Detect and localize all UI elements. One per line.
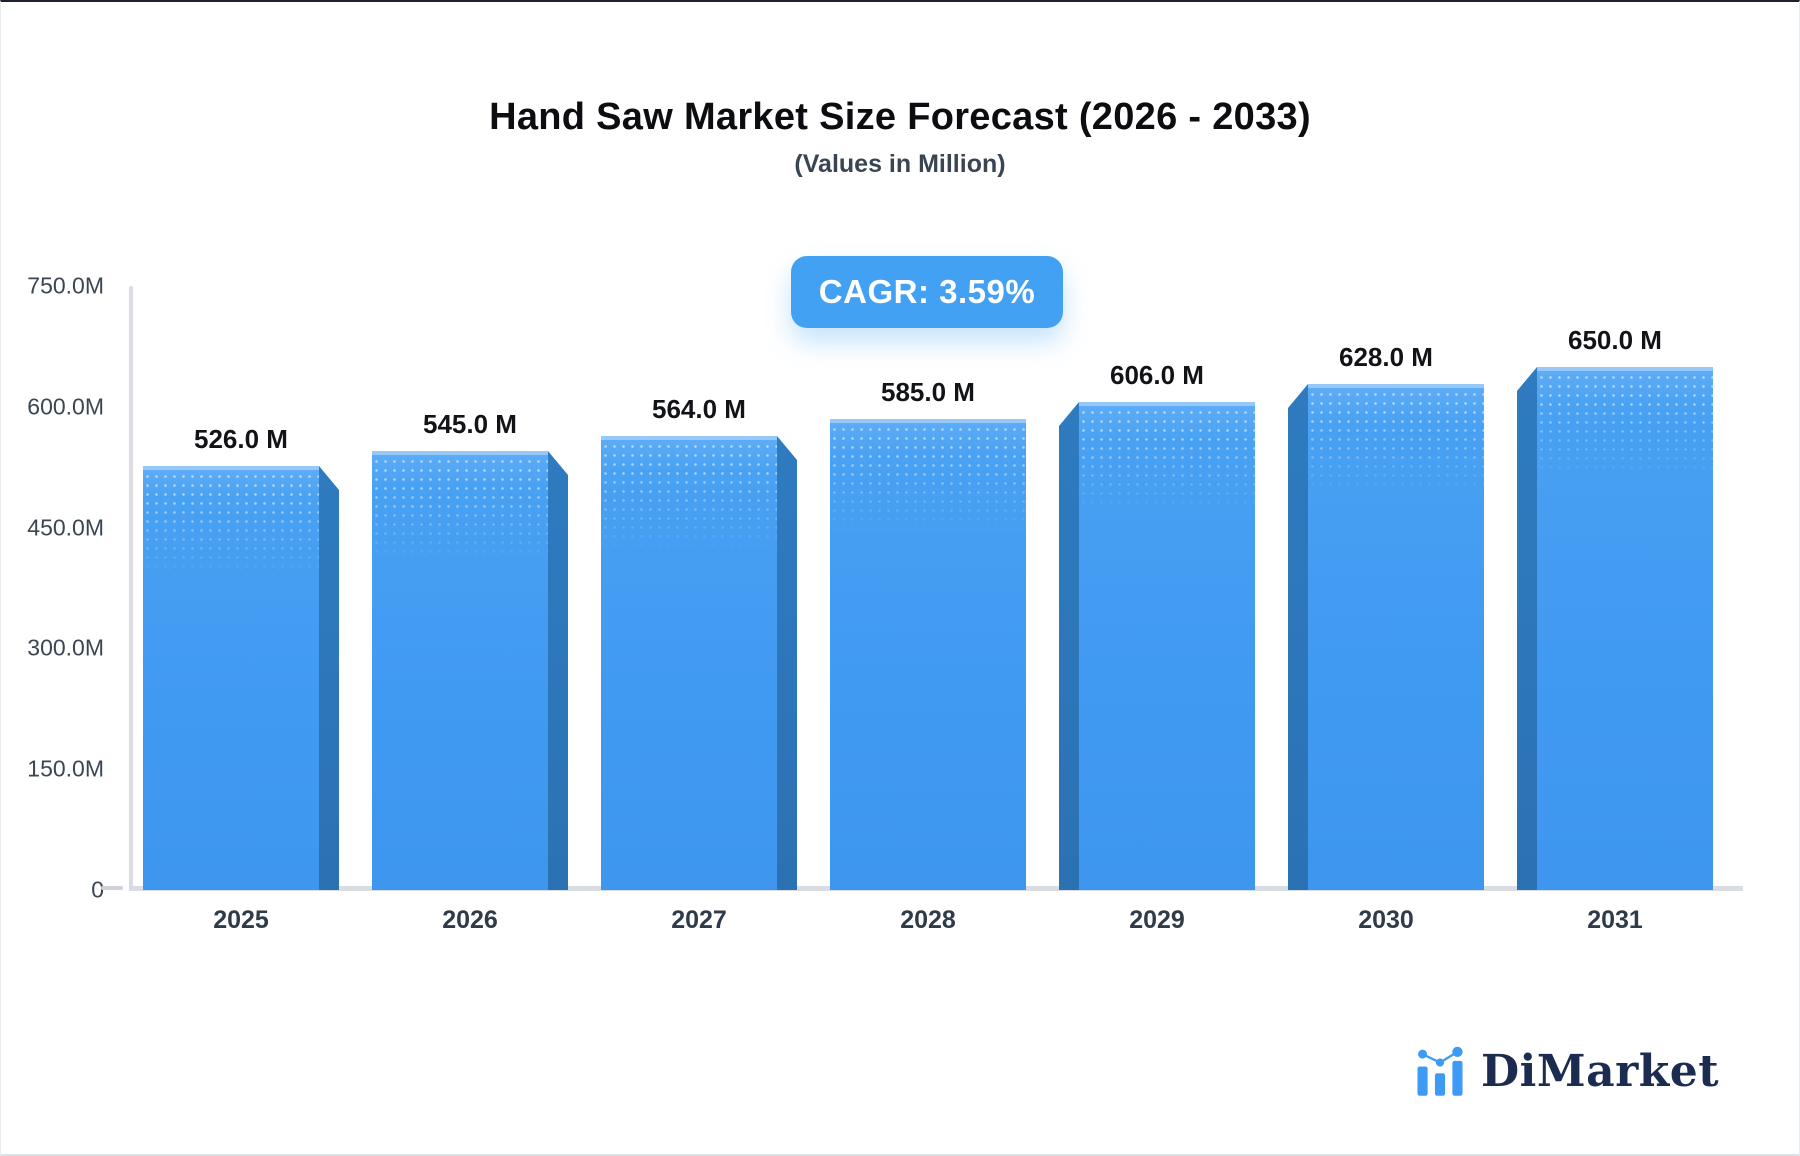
bar-side-shade [319,466,339,890]
x-axis-tick-label: 2029 [1129,906,1185,934]
x-axis-tick-label: 2031 [1587,906,1643,934]
bar-value-label: 545.0 M [423,409,517,439]
x-axis-tick-label: 2026 [442,906,498,934]
bar: 564.0 M [601,394,797,890]
brand-logo: DiMarket [1413,1044,1719,1098]
bar-side-shade [777,436,797,890]
bar-chart-logo-icon [1417,1046,1463,1096]
bar: 545.0 M [372,409,568,890]
bar-value-label: 564.0 M [652,394,746,424]
zero-tick-dash [101,886,123,890]
bar-value-label: 628.0 M [1339,342,1433,372]
bar: 526.0 M [143,424,339,890]
y-axis-tick-label: 750.0M [27,272,104,299]
cagr-badge: CAGR: 3.59% [791,256,1063,328]
bar-face [601,436,777,890]
bar-face [1308,384,1484,890]
x-axis-tick-label: 2027 [671,906,727,934]
y-axis-tick-label: 300.0M [27,634,104,661]
bar-side-shade [1059,402,1079,890]
y-axis-tick-label: 600.0M [27,393,104,420]
bar-side-shade [1288,384,1308,890]
bar-face [1079,402,1255,890]
y-axis-tick-label: 0 [91,876,104,903]
bar-value-label: 526.0 M [194,424,288,454]
x-axis-tick-label: 2030 [1358,906,1414,934]
y-axis-line [129,286,133,891]
chart-subtitle: (Values in Million) [794,150,1006,178]
y-axis-tick-label: 450.0M [27,514,104,541]
y-axis-tick-label: 150.0M [27,755,104,782]
bar-side-shade [1517,367,1537,890]
bar-side-shade [548,451,568,890]
bar-face [372,451,548,890]
bar-face [830,419,1026,890]
chart-title: Hand Saw Market Size Forecast (2026 - 20… [489,96,1311,138]
bar: 628.0 M [1288,342,1484,890]
bar: 585.0 M [830,377,1026,890]
x-axis-tick-label: 2025 [213,906,269,934]
bar-value-label: 650.0 M [1568,325,1662,355]
bar: 606.0 M [1059,360,1255,890]
bar-face [1537,367,1713,890]
cagr-badge-label: CAGR: 3.59% [818,273,1036,310]
bar-value-label: 606.0 M [1110,360,1204,390]
bar: 650.0 M [1517,325,1713,890]
brand-name: DiMarket [1481,1045,1720,1097]
bar-value-label: 585.0 M [881,377,975,407]
x-axis-tick-label: 2028 [900,906,956,934]
bar-face [143,466,319,890]
